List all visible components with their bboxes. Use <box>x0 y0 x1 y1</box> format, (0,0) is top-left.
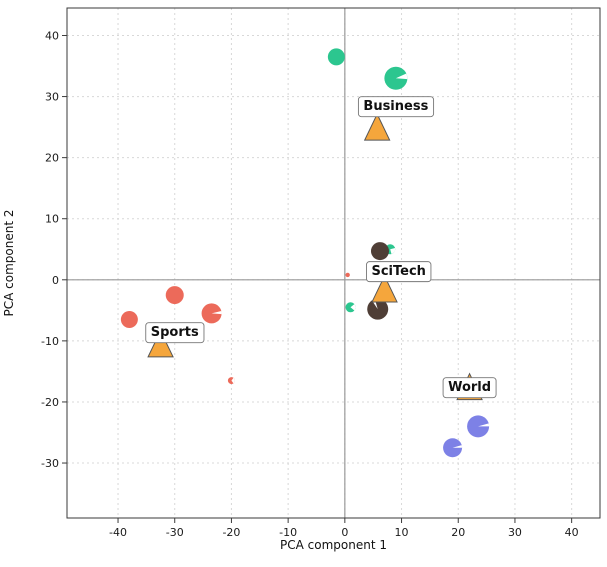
cluster-label-business: Business <box>357 96 435 118</box>
cluster-label-text: SciTech <box>371 264 425 279</box>
x-tick-label: 10 <box>395 526 409 539</box>
cluster-label-box <box>366 261 432 283</box>
pie-slice <box>395 73 408 80</box>
x-tick-label: 0 <box>341 526 348 539</box>
cluster-label-box <box>145 322 205 344</box>
centroid-marker-business <box>363 112 391 141</box>
cluster-label-world: World <box>442 377 497 399</box>
x-tick-label: 20 <box>451 526 465 539</box>
cluster-label-box <box>442 377 497 399</box>
data-point-business <box>327 48 345 66</box>
y-tick-label: 0 <box>52 274 59 287</box>
y-tick-label: -10 <box>41 335 59 348</box>
y-tick-label: 20 <box>45 152 59 165</box>
x-tick-label: 30 <box>508 526 522 539</box>
data-point-scitech <box>370 242 389 261</box>
y-axis-label: PCA component 2 <box>2 210 16 317</box>
centroid-marker-sports <box>147 329 174 358</box>
cluster-label-text: Sports <box>151 325 199 340</box>
data-point-sports <box>345 272 350 278</box>
cluster-label-scitech: SciTech <box>366 261 432 283</box>
centroid-marker-scitech <box>371 274 398 303</box>
plot-frame <box>66 7 601 519</box>
x-axis-label: PCA component 1 <box>280 538 387 552</box>
x-tick-label: 40 <box>565 526 579 539</box>
cluster-label-box <box>357 96 435 118</box>
pie-slice <box>478 423 490 427</box>
pie-slice <box>390 247 396 255</box>
cluster-label-text: Business <box>363 99 428 114</box>
pie-slice <box>350 304 356 311</box>
x-tick-label: -30 <box>166 526 184 539</box>
y-tick-label: 30 <box>45 91 59 104</box>
cluster-label-text: World <box>448 380 491 395</box>
pie-slice <box>211 310 222 315</box>
cluster-label-sports: Sports <box>145 322 205 344</box>
y-tick-label: 40 <box>45 29 59 42</box>
x-tick-label: -10 <box>279 526 297 539</box>
pie-slice <box>452 445 463 448</box>
pie-slice <box>231 377 235 384</box>
y-tick-label: 10 <box>45 213 59 226</box>
x-tick-label: -40 <box>109 526 127 539</box>
y-tick-label: -20 <box>41 396 59 409</box>
y-tick-label: -30 <box>41 457 59 470</box>
data-point-sports <box>165 286 184 305</box>
x-tick-label: -20 <box>222 526 240 539</box>
data-point-sports <box>120 310 138 328</box>
